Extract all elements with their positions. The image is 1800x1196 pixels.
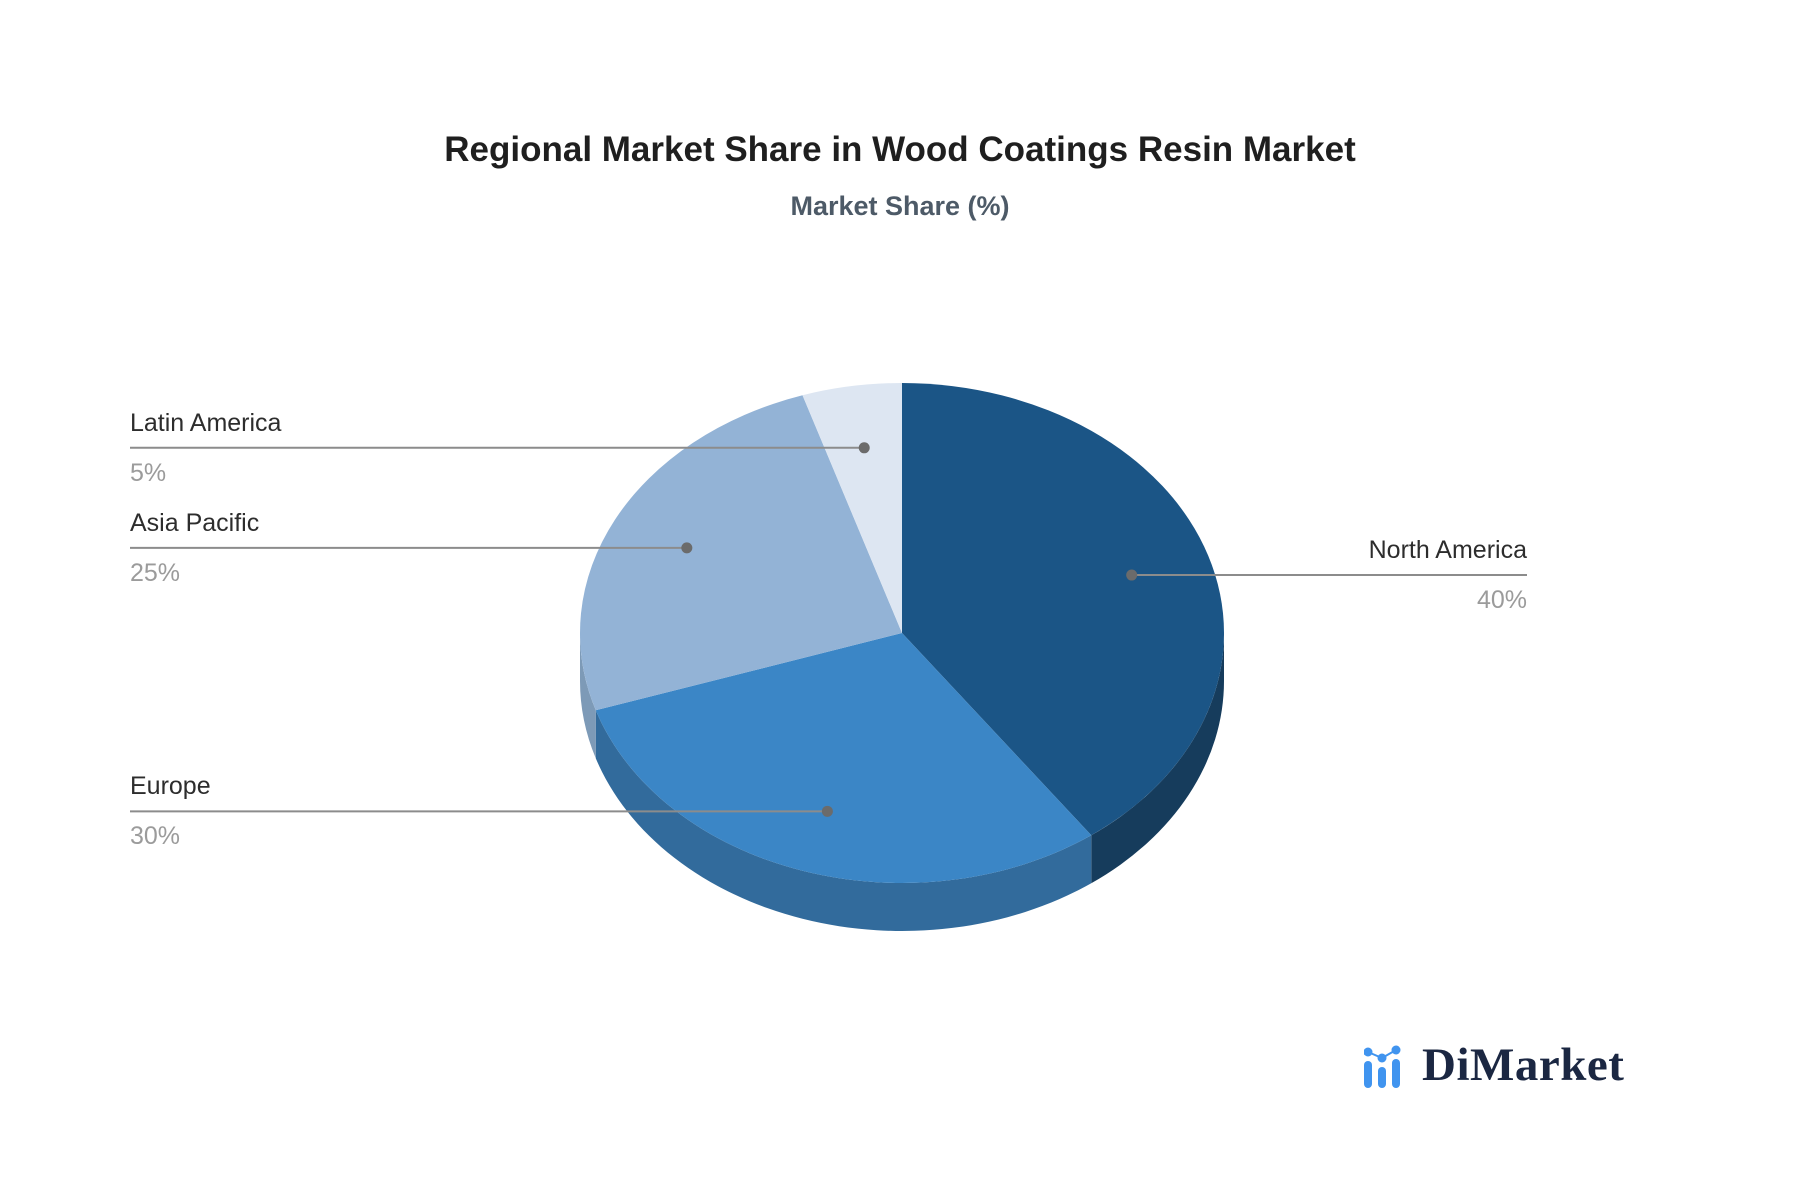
slice-value-latin-america: 5% [130, 458, 167, 487]
chart-subtitle: Market Share (%) [790, 191, 1010, 221]
slice-label-latin-america: Latin America [130, 408, 282, 437]
chart-title: Regional Market Share in Wood Coatings R… [444, 130, 1356, 169]
slice-label-north-america: North America [1368, 536, 1527, 565]
pie-slice-side-asia-pacific [580, 633, 596, 759]
slice-value-north-america: 40% [1476, 586, 1527, 615]
leader-dot-asia-pacific [681, 542, 693, 554]
slice-label-asia-pacific: Asia Pacific [130, 508, 260, 537]
slice-value-europe: 30% [130, 822, 181, 851]
pie-slice-latin-america[interactable] [802, 383, 902, 633]
bar-chart-logo-icon [1364, 1045, 1401, 1088]
pie-slice-side-north-america [1091, 633, 1224, 884]
watermark-text: DiMarket [1422, 1039, 1625, 1091]
leader-dot-europe [821, 805, 833, 817]
watermark-logo: DiMarket [1364, 1042, 1624, 1089]
slice-value-asia-pacific: 25% [130, 558, 181, 587]
slice-label-europe: Europe [130, 772, 211, 801]
pie-slice-europe[interactable] [595, 633, 1092, 884]
leader-dot-latin-america [858, 442, 870, 454]
pie-slice-asia-pacific[interactable] [580, 395, 902, 711]
pie-slice-side-europe [595, 710, 1092, 932]
leader-dot-north-america [1126, 569, 1138, 581]
pie-slice-north-america[interactable] [902, 383, 1225, 836]
